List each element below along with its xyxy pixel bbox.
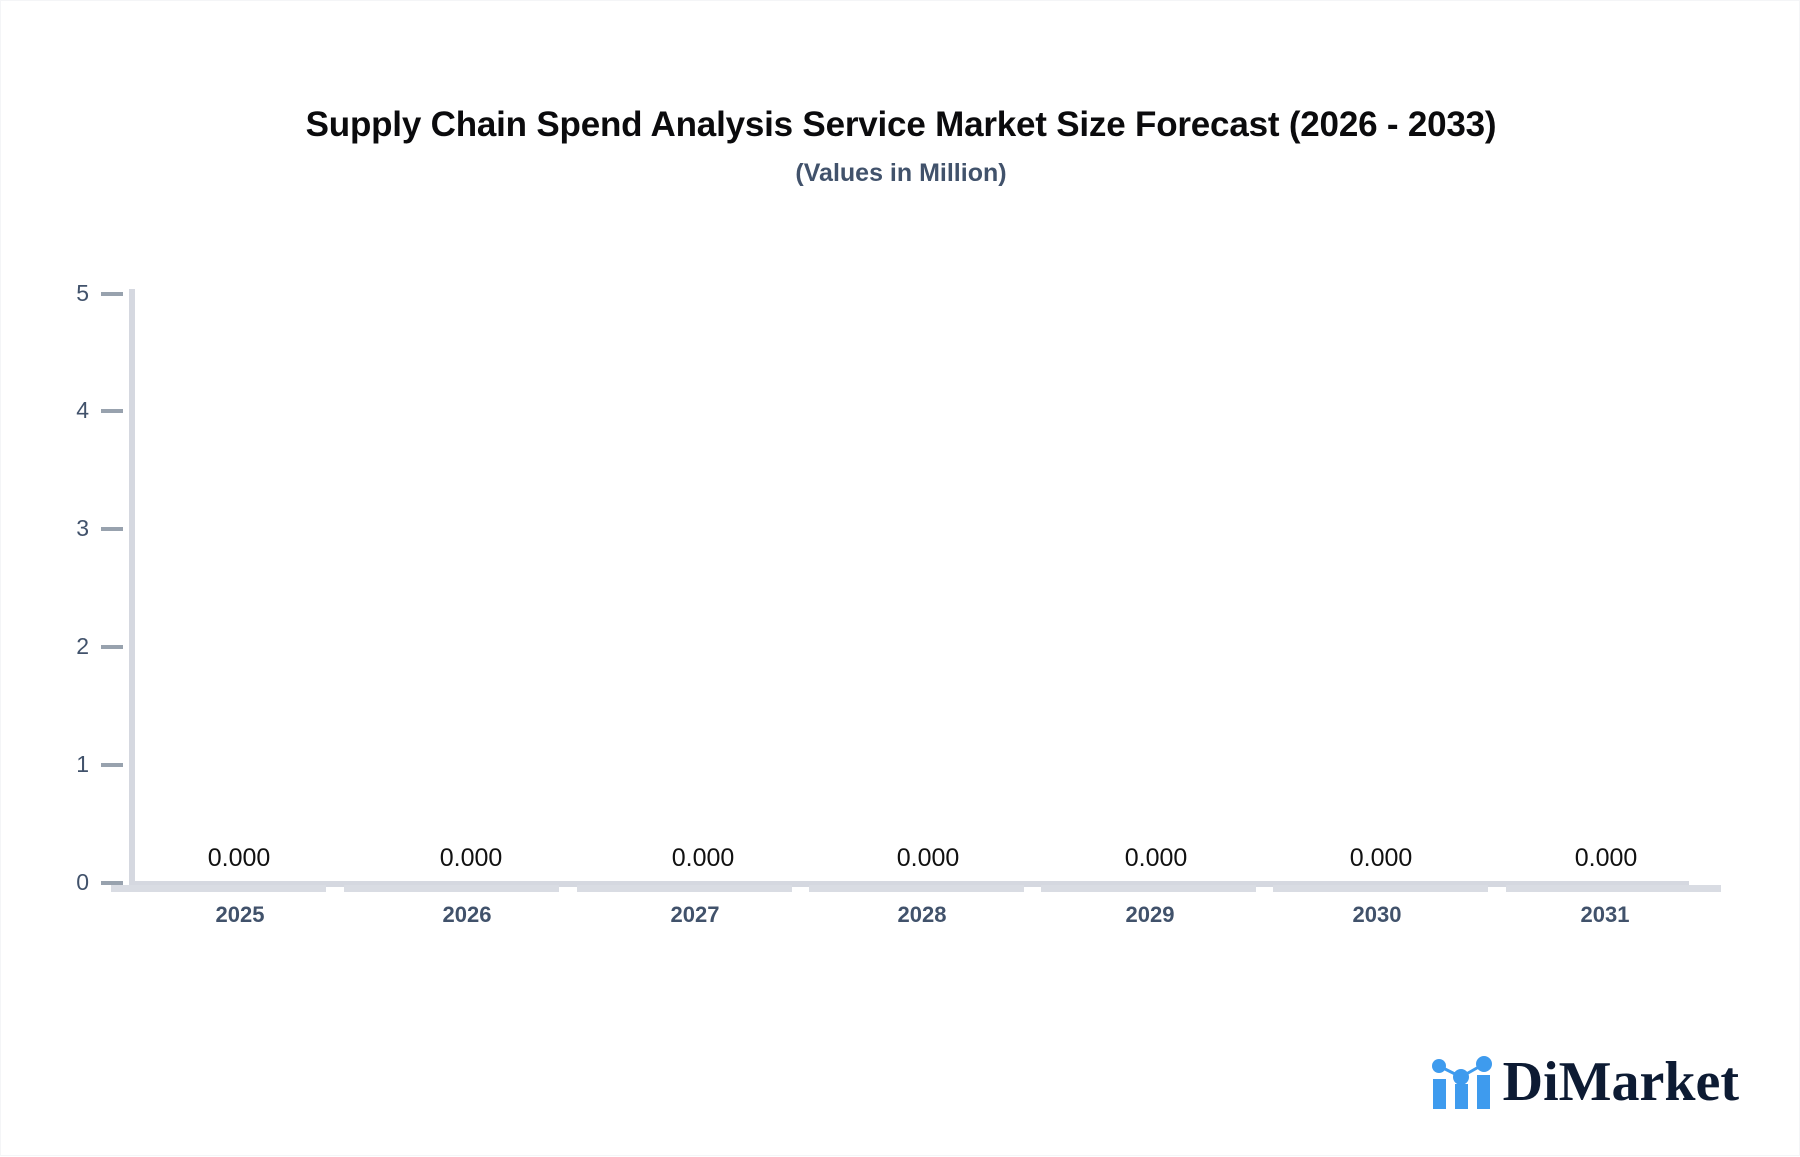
data-label-2030: 0.000 xyxy=(1349,844,1413,872)
brand-name: DiMarket xyxy=(1502,1051,1739,1113)
bar-chart-logo-icon xyxy=(1431,1056,1492,1109)
y-tick-label-1: 1 xyxy=(76,751,89,777)
bar-2025[interactable] xyxy=(111,885,326,892)
bar-2028[interactable] xyxy=(809,885,1024,892)
y-tick-mark-0 xyxy=(101,881,123,885)
chart-title-block: Supply Chain Spend Analysis Service Mark… xyxy=(1,105,1800,188)
y-tick-label-5: 5 xyxy=(76,280,89,306)
bar-2030[interactable] xyxy=(1273,885,1488,892)
x-tick-label-2031: 2031 xyxy=(1580,902,1630,927)
y-tick-mark-2 xyxy=(101,645,123,649)
x-tick-label-2027: 2027 xyxy=(670,902,720,927)
data-label-2031: 0.000 xyxy=(1574,844,1638,872)
y-axis-line xyxy=(129,289,135,886)
bar-2031[interactable] xyxy=(1506,885,1721,892)
y-tick-mark-4 xyxy=(101,409,123,413)
bar-2027[interactable] xyxy=(577,885,792,892)
data-label-2029: 0.000 xyxy=(1124,844,1188,872)
data-label-2027: 0.000 xyxy=(671,844,735,872)
x-tick-label-2029: 2029 xyxy=(1125,902,1175,927)
data-label-2026: 0.000 xyxy=(439,844,503,872)
y-tick-mark-1 xyxy=(101,763,123,767)
x-tick-label-2030: 2030 xyxy=(1352,902,1402,927)
y-tick-mark-5 xyxy=(101,292,123,296)
data-label-2025: 0.000 xyxy=(207,844,271,872)
data-label-2028: 0.000 xyxy=(896,844,960,872)
page-title: Supply Chain Spend Analysis Service Mark… xyxy=(305,105,1497,144)
x-tick-label-2025: 2025 xyxy=(215,902,265,927)
chart-subtitle: (Values in Million) xyxy=(795,159,1007,188)
brand-logo: DiMarket xyxy=(1431,1053,1739,1111)
x-tick-label-2026: 2026 xyxy=(442,902,492,927)
y-tick-label-3: 3 xyxy=(76,515,89,541)
x-axis-line xyxy=(129,881,1689,887)
y-tick-label-4: 4 xyxy=(76,397,89,423)
x-tick-label-2028: 2028 xyxy=(897,902,947,927)
bar-2029[interactable] xyxy=(1041,885,1256,892)
y-tick-mark-3 xyxy=(101,527,123,531)
y-tick-label-2: 2 xyxy=(76,633,89,659)
y-tick-label-0: 0 xyxy=(76,869,89,895)
bar-2026[interactable] xyxy=(344,885,559,892)
